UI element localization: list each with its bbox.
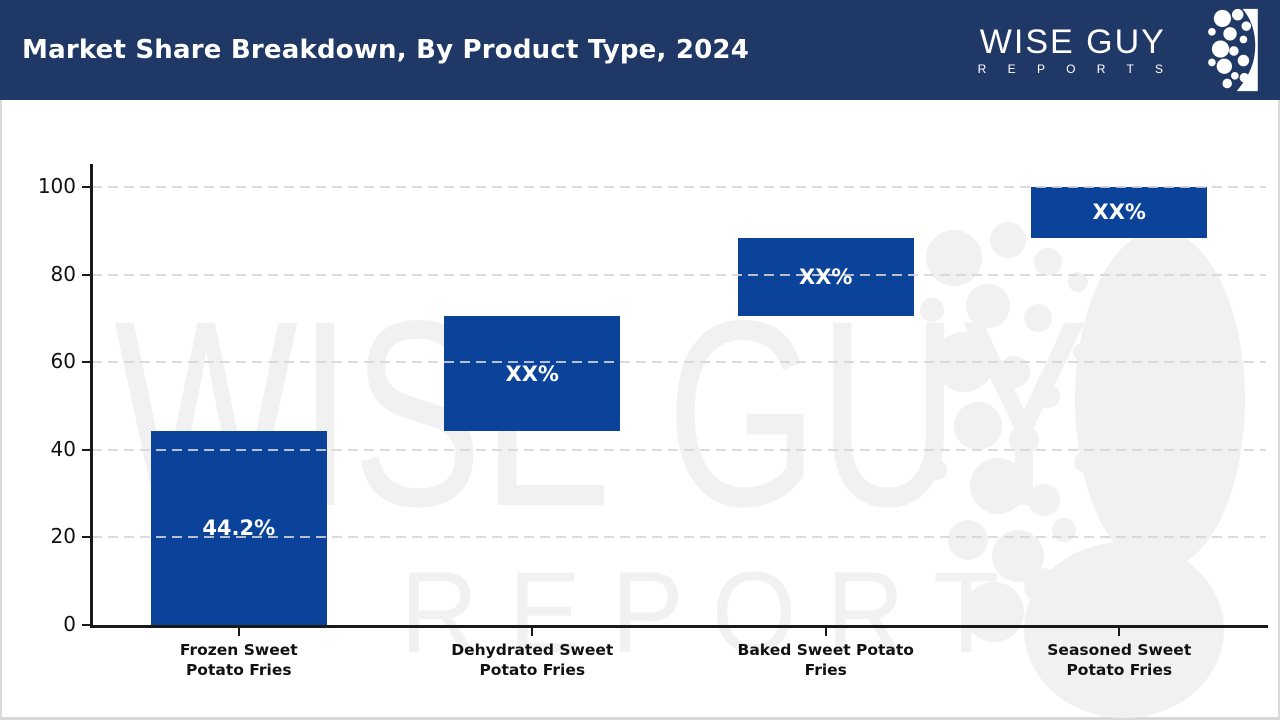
x-category-label-line: Fries (804, 661, 847, 679)
x-tick-mark (1118, 628, 1121, 636)
x-category-label-line: Potato Fries (185, 661, 292, 679)
y-tick-label: 80 (50, 261, 76, 286)
x-category-label: Seasoned Sweet Potato Fries (1004, 640, 1234, 680)
x-category-label-line: Potato Fries (1066, 661, 1173, 679)
y-tick-label: 40 (50, 436, 76, 461)
gridline (92, 536, 1266, 539)
logo-face-icon (1208, 8, 1258, 92)
x-category-label: Baked Sweet Potato Fries (711, 640, 941, 680)
x-category-label-line: Seasoned Sweet (1047, 641, 1192, 659)
y-tick-mark (82, 448, 91, 451)
y-tick-label: 20 (50, 524, 76, 549)
header: Market Share Breakdown, By Product Type,… (0, 0, 1280, 100)
y-tick-mark (82, 536, 91, 539)
x-axis-line (90, 625, 1268, 628)
brand-logo: WISE GUY R E P O R T S (974, 7, 1258, 93)
x-category-label: Dehydrated Sweet Potato Fries (417, 640, 647, 680)
x-tick-mark (824, 628, 827, 636)
bar (1031, 187, 1208, 238)
gridline (92, 186, 1266, 188)
bar (150, 431, 327, 625)
bar (444, 315, 621, 432)
x-tick-mark (237, 628, 240, 636)
bar-value-label: 44.2% (202, 516, 276, 541)
logo-wordmark: WISE GUY (979, 23, 1166, 61)
gridline (92, 448, 1266, 451)
x-category-label-line: Frozen Sweet (179, 641, 298, 659)
y-tick-label: 0 (63, 612, 76, 636)
y-tick-label: 60 (50, 349, 76, 374)
x-category-label-line: Baked Sweet Potato (737, 641, 914, 659)
gridline (92, 361, 1266, 364)
bar-value-label: XX% (505, 361, 559, 386)
x-category-label: Frozen Sweet Potato Fries (124, 640, 354, 680)
y-axis-line (90, 164, 93, 628)
bar-value-label: XX% (799, 264, 853, 289)
bar (737, 237, 914, 316)
x-category-label-line: Potato Fries (479, 661, 586, 679)
logo-subtext: R E P O R T S (977, 62, 1172, 76)
y-tick-mark (82, 186, 91, 188)
bar-value-label: XX% (1092, 200, 1146, 225)
page-title: Market Share Breakdown, By Product Type,… (22, 35, 749, 65)
y-tick-mark (82, 624, 91, 626)
y-tick-label: 100 (37, 174, 76, 198)
x-tick-mark (531, 628, 534, 636)
y-tick-mark (82, 273, 91, 276)
y-tick-mark (82, 361, 91, 364)
x-category-label-line: Dehydrated Sweet (451, 641, 614, 659)
gridline (92, 273, 1266, 276)
brand-logo-text: WISE GUY R E P O R T S (974, 24, 1172, 76)
